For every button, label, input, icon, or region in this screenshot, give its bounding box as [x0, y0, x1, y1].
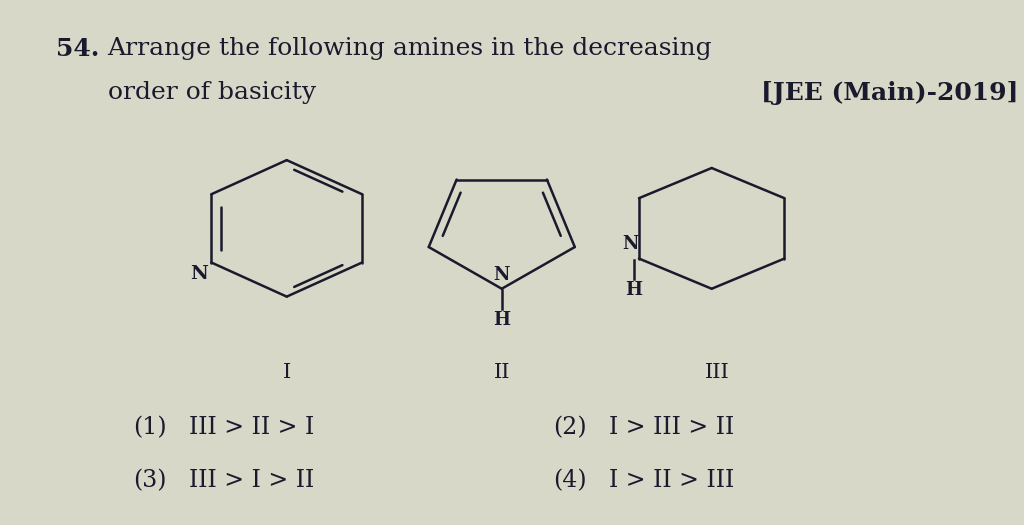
Text: III: III	[705, 363, 729, 382]
Text: (1): (1)	[133, 416, 167, 439]
Text: III > II > I: III > II > I	[189, 416, 314, 439]
Text: N: N	[623, 235, 639, 254]
Text: I: I	[283, 363, 291, 382]
Text: I > II > III: I > II > III	[609, 469, 734, 492]
Text: III > I > II: III > I > II	[189, 469, 314, 492]
Text: (2): (2)	[553, 416, 587, 439]
Text: N: N	[190, 265, 208, 283]
Text: [JEE (Main)-2019]: [JEE (Main)-2019]	[762, 81, 1019, 106]
Text: Arrange the following amines in the decreasing: Arrange the following amines in the decr…	[108, 37, 712, 60]
Text: N: N	[494, 266, 510, 284]
Text: I > III > II: I > III > II	[609, 416, 734, 439]
Text: II: II	[494, 363, 510, 382]
Text: H: H	[626, 280, 642, 299]
Text: 54.: 54.	[56, 37, 99, 61]
Text: (3): (3)	[133, 469, 167, 492]
Text: H: H	[494, 311, 510, 329]
Text: order of basicity: order of basicity	[108, 81, 315, 104]
Text: (4): (4)	[553, 469, 587, 492]
